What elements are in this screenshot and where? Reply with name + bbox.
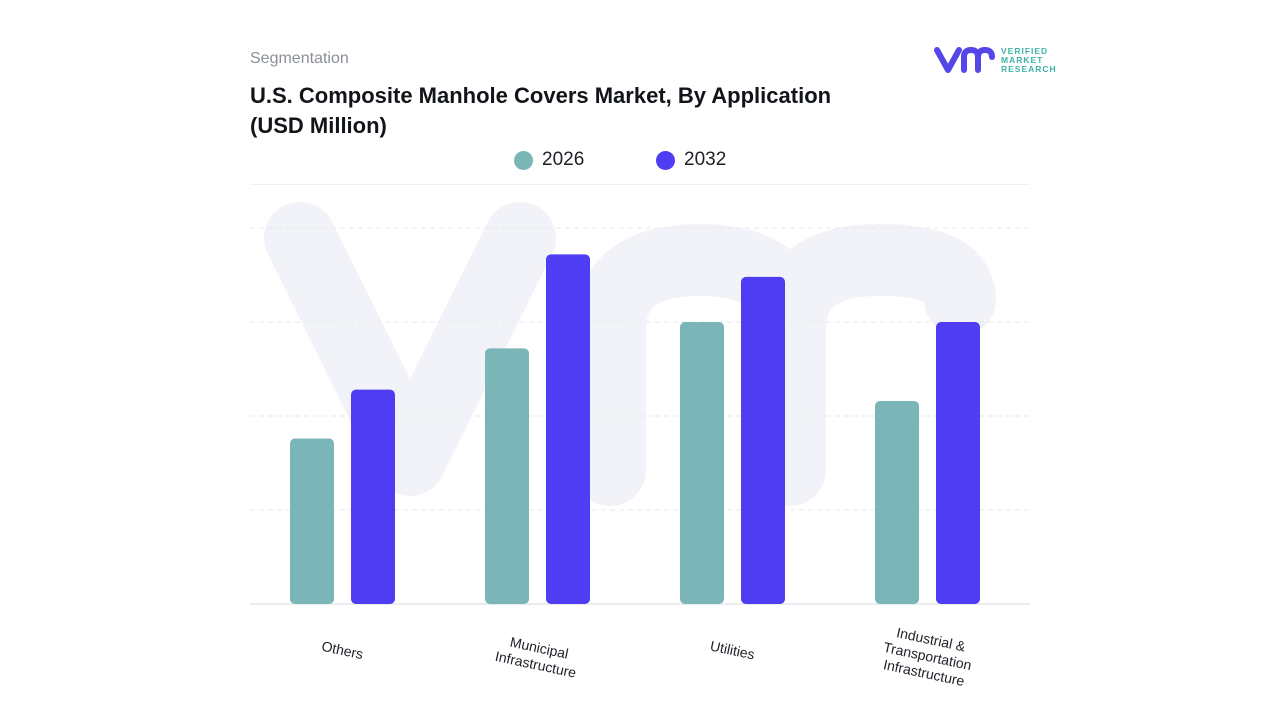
- category-labels: Others MunicipalInfrastructure Utilities In…: [320, 622, 976, 690]
- bar-2032-2: [741, 276, 785, 604]
- chart-title: U.S. Composite Manhole Covers Market, By…: [250, 83, 832, 138]
- bar-2026-1: [485, 348, 529, 604]
- bar-2032-0: [351, 389, 395, 604]
- vmr-logo-icon: [934, 47, 995, 73]
- category-label-1: MunicipalInfrastructure: [494, 631, 582, 680]
- watermark-logo-icon: [264, 202, 996, 506]
- bar-2026-2: [680, 322, 724, 604]
- legend-swatch-2032: [656, 150, 675, 170]
- bar-2032-3: [936, 322, 980, 604]
- legend-item-2026: 2026: [514, 149, 584, 171]
- legend-item-2032: 2032: [656, 149, 726, 171]
- bars: [290, 254, 980, 604]
- category-label-0: Others: [320, 638, 364, 662]
- chart-top-rule: [250, 184, 1030, 185]
- legend-label-2026: 2026: [542, 149, 585, 170]
- bar-2026-0: [290, 438, 334, 604]
- category-label-2: Utilities: [709, 637, 756, 662]
- section-label: Segmentation: [250, 50, 349, 67]
- category-label-line: Others: [320, 638, 364, 662]
- bar-2026-3: [875, 400, 919, 604]
- brand-line-2: MARKET: [1001, 54, 1044, 65]
- brand-line-3: RESEARCH: [1001, 63, 1057, 74]
- bar-2032-1: [546, 254, 590, 604]
- chart-legend: 2026 2032: [0, 149, 1280, 175]
- category-label-line: Utilities: [709, 637, 756, 662]
- legend-label-2032: 2032: [684, 149, 727, 170]
- brand-line-1: VERIFIED: [1001, 45, 1049, 56]
- brand-logo: VERIFIED MARKET RESEARCH: [934, 44, 1057, 76]
- brand-name: VERIFIED MARKET RESEARCH: [1001, 45, 1057, 74]
- category-label-3: Industrial &TransportationInfrastructure: [878, 622, 976, 690]
- legend-swatch-2026: [514, 150, 533, 170]
